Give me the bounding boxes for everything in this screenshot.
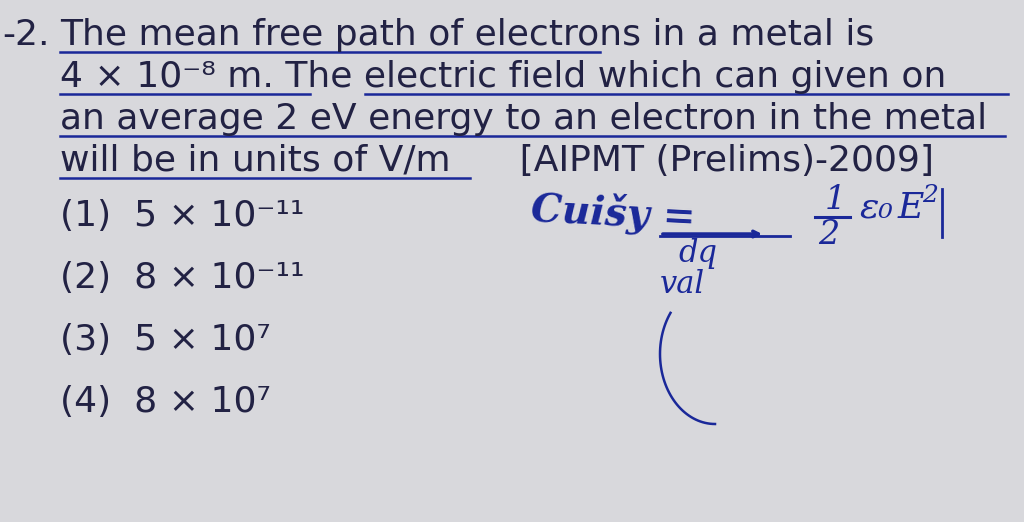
Text: 1: 1 bbox=[825, 184, 846, 216]
Text: 2: 2 bbox=[922, 184, 938, 207]
Text: (4)  8 × 10⁷: (4) 8 × 10⁷ bbox=[60, 385, 271, 419]
Text: 2: 2 bbox=[818, 219, 840, 251]
Text: will be in units of V/m      [AIPMT (Prelims)-2009]: will be in units of V/m [AIPMT (Prelims)… bbox=[60, 144, 934, 178]
Text: -2.: -2. bbox=[2, 18, 49, 52]
Text: (3)  5 × 10⁷: (3) 5 × 10⁷ bbox=[60, 323, 271, 357]
Text: E: E bbox=[898, 191, 925, 225]
Text: val: val bbox=[660, 269, 706, 300]
Text: an average 2 eV energy to an electron in the metal: an average 2 eV energy to an electron in… bbox=[60, 102, 987, 136]
Text: 4 × 10⁻⁸ m. The electric field which can given on: 4 × 10⁻⁸ m. The electric field which can… bbox=[60, 60, 946, 94]
Text: ε₀: ε₀ bbox=[860, 191, 894, 225]
Text: dq: dq bbox=[678, 238, 717, 269]
Text: (2)  8 × 10⁻¹¹: (2) 8 × 10⁻¹¹ bbox=[60, 261, 304, 295]
Text: Cuišy =: Cuišy = bbox=[530, 189, 696, 238]
Text: (1)  5 × 10⁻¹¹: (1) 5 × 10⁻¹¹ bbox=[60, 199, 304, 233]
Text: The mean free path of electrons in a metal is: The mean free path of electrons in a met… bbox=[60, 18, 874, 52]
